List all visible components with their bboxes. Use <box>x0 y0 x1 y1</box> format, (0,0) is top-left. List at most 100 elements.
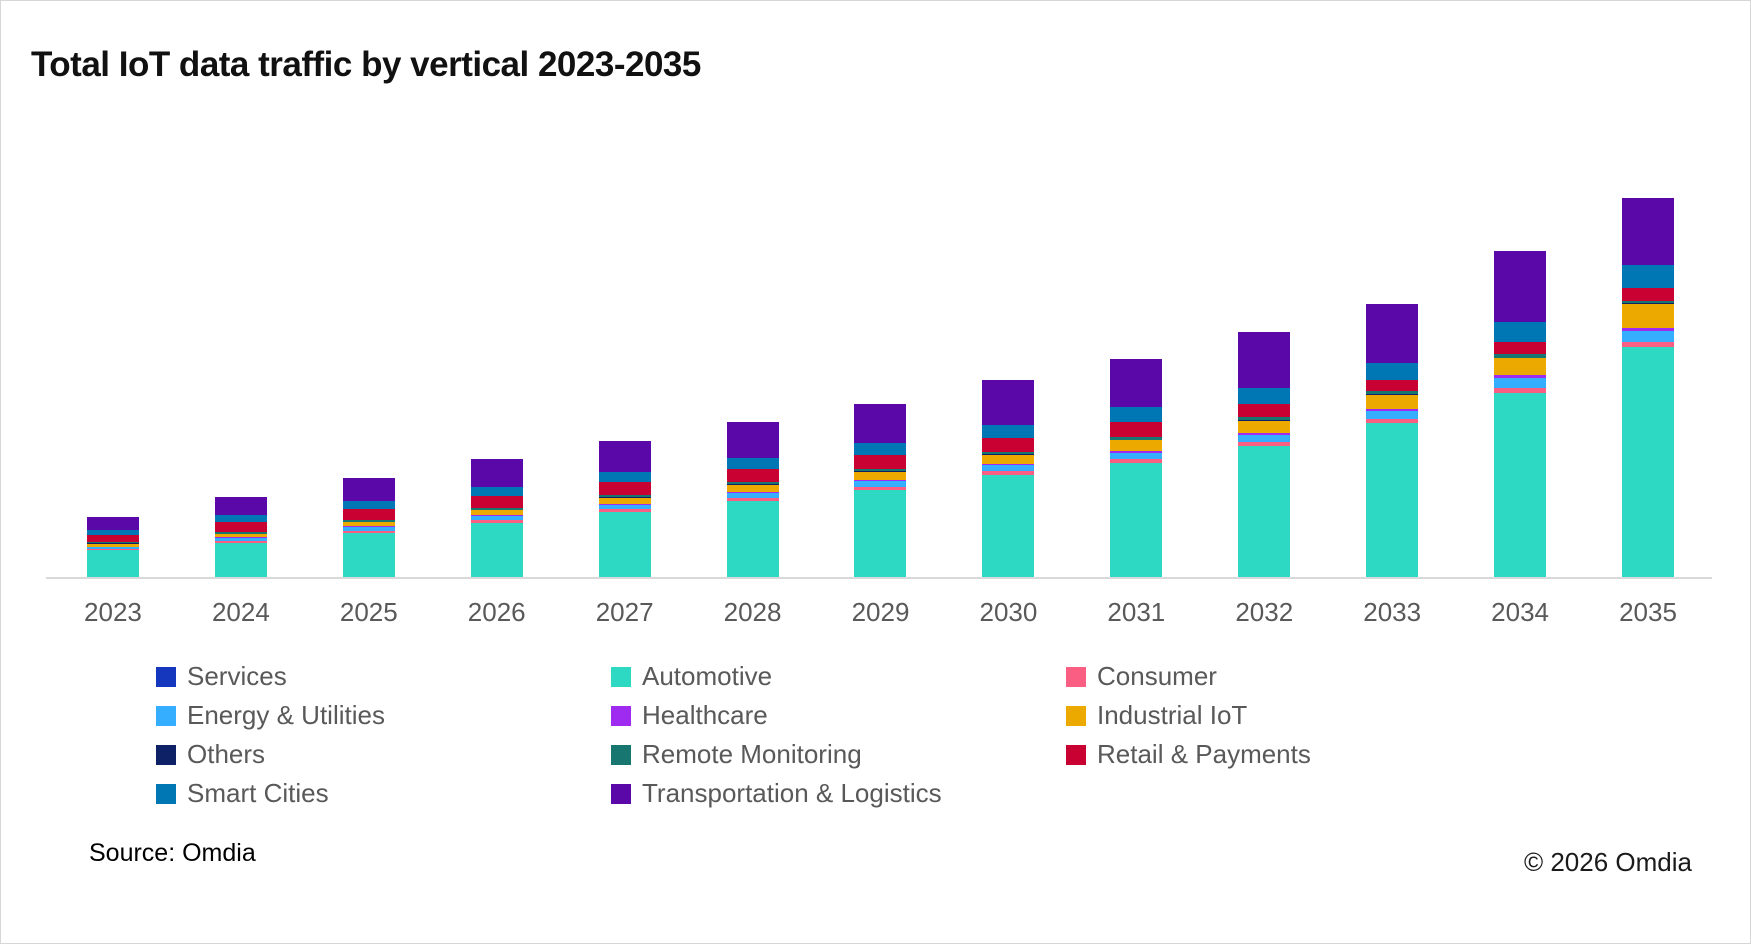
chart-title: Total IoT data traffic by vertical 2023-… <box>31 45 701 84</box>
bar-segment <box>854 455 907 469</box>
legend-swatch-icon <box>156 744 176 765</box>
legend-swatch-icon <box>156 666 176 687</box>
bar-segment <box>1238 404 1291 417</box>
bar-segment <box>214 540 267 543</box>
bar-segment <box>1238 420 1291 433</box>
bar-segment <box>342 527 395 531</box>
legend-item-others: Others <box>156 739 611 770</box>
bar-segment <box>214 537 267 538</box>
legend-item-consumer: Consumer <box>1066 661 1521 692</box>
bar-segment <box>1622 346 1675 578</box>
x-axis-tick-label: 2027 <box>595 597 654 627</box>
bar-column-2035: 2035 <box>1584 151 1712 628</box>
bar-segment <box>1110 437 1163 440</box>
legend-item-services: Services <box>156 661 611 692</box>
legend-swatch-icon <box>611 744 631 765</box>
bar-segment <box>342 532 395 578</box>
bar-column-2031: 2031 <box>1072 151 1200 628</box>
bar-segment <box>726 482 779 484</box>
bar-segment <box>982 471 1035 475</box>
legend-label: Consumer <box>1097 661 1217 691</box>
bar-segment <box>86 543 139 547</box>
bar-segment <box>598 497 651 504</box>
bar-segment <box>470 486 523 496</box>
legend-label: Energy & Utilities <box>187 700 385 730</box>
bar-segment <box>1238 432 1291 435</box>
bar-segment <box>1238 445 1291 578</box>
stacked-bar-2023 <box>86 517 139 578</box>
x-axis-tick-label: 2030 <box>979 597 1038 627</box>
bar-segment <box>470 495 523 508</box>
bar-segment <box>470 510 523 515</box>
bar-segment <box>1494 392 1547 578</box>
bar-segment <box>854 404 907 443</box>
bar-segment <box>1110 439 1163 440</box>
bar-segment <box>726 497 779 501</box>
stacked-bar-2030 <box>982 380 1035 578</box>
bar-segment <box>982 463 1035 465</box>
legend-swatch-icon <box>156 705 176 726</box>
bar-segment <box>598 495 651 497</box>
bar-segment <box>86 549 139 578</box>
legend-label: Others <box>187 739 266 769</box>
legend-label: Smart Cities <box>187 778 329 808</box>
legend-item-industrial-iot: Industrial IoT <box>1066 700 1521 731</box>
chart-legend: Services Automotive Consumer Energy & Utili… <box>156 657 1521 813</box>
bar-segment <box>470 520 523 523</box>
x-axis-tick-label: 2031 <box>1107 597 1166 627</box>
bar-segment <box>1110 422 1163 437</box>
legend-item-smart-cities: Smart Cities <box>156 778 611 809</box>
legend-swatch-icon <box>1066 744 1086 765</box>
legend-label: Remote Monitoring <box>642 739 862 769</box>
copyright-note: © 2026 Omdia <box>1523 847 1692 877</box>
bar-segment <box>1494 251 1547 322</box>
bar-segment <box>1366 410 1419 419</box>
bar-segment <box>726 491 779 493</box>
bar-segment <box>598 503 651 505</box>
bar-segment <box>342 521 395 522</box>
bar-segment <box>982 474 1035 578</box>
stacked-bar-2028 <box>726 422 779 578</box>
bar-segment <box>1238 388 1291 404</box>
bar-segment <box>1238 332 1291 388</box>
bar-column-2024: 2024 <box>177 151 305 628</box>
bar-segment <box>1366 408 1419 411</box>
bar-segment <box>1622 198 1675 265</box>
legend-swatch-icon <box>1066 705 1086 726</box>
x-axis-tick-label: 2029 <box>851 597 910 627</box>
legend-item-energy-utilities: Energy & Utilities <box>156 700 611 731</box>
bar-segment <box>1494 377 1547 388</box>
bar-segment <box>1494 358 1547 375</box>
stacked-bar-2034 <box>1494 251 1547 578</box>
legend-swatch-icon <box>611 783 631 804</box>
bar-segment <box>1366 363 1419 380</box>
bar-segment <box>726 469 779 482</box>
bar-segment <box>1622 301 1675 303</box>
bar-segment <box>214 522 267 532</box>
legend-item-automotive: Automotive <box>611 661 1066 692</box>
bar-segment <box>86 530 139 535</box>
bar-segment <box>1494 342 1547 354</box>
bar-segment <box>982 437 1035 452</box>
bar-segment <box>1110 459 1163 463</box>
bar-segment <box>1110 359 1163 407</box>
bar-segment <box>86 535 139 542</box>
bar-segment <box>214 542 267 578</box>
bar-column-2030: 2030 <box>944 151 1072 628</box>
bar-segment <box>854 471 907 480</box>
bar-segment <box>854 443 907 455</box>
bar-column-2025: 2025 <box>305 151 433 628</box>
stacked-bar-2033 <box>1366 304 1419 578</box>
x-axis-tick-label: 2023 <box>84 597 142 627</box>
legend-item-retail-payments: Retail & Payments <box>1066 739 1521 770</box>
bar-segment <box>982 454 1035 455</box>
legend-label: Retail & Payments <box>1097 739 1311 769</box>
plot-area: 2023 2024 2025 2026 2027 2028 2029 2030 2031 2032… <box>49 151 1712 628</box>
x-axis-tick-label: 2024 <box>211 597 270 627</box>
stacked-bar-2035 <box>1622 198 1675 578</box>
stacked-bar-2031 <box>1110 359 1163 578</box>
bar-column-2027: 2027 <box>561 151 689 628</box>
bar-segment <box>726 422 779 458</box>
bar-segment <box>342 501 395 509</box>
bar-segment <box>982 424 1035 438</box>
